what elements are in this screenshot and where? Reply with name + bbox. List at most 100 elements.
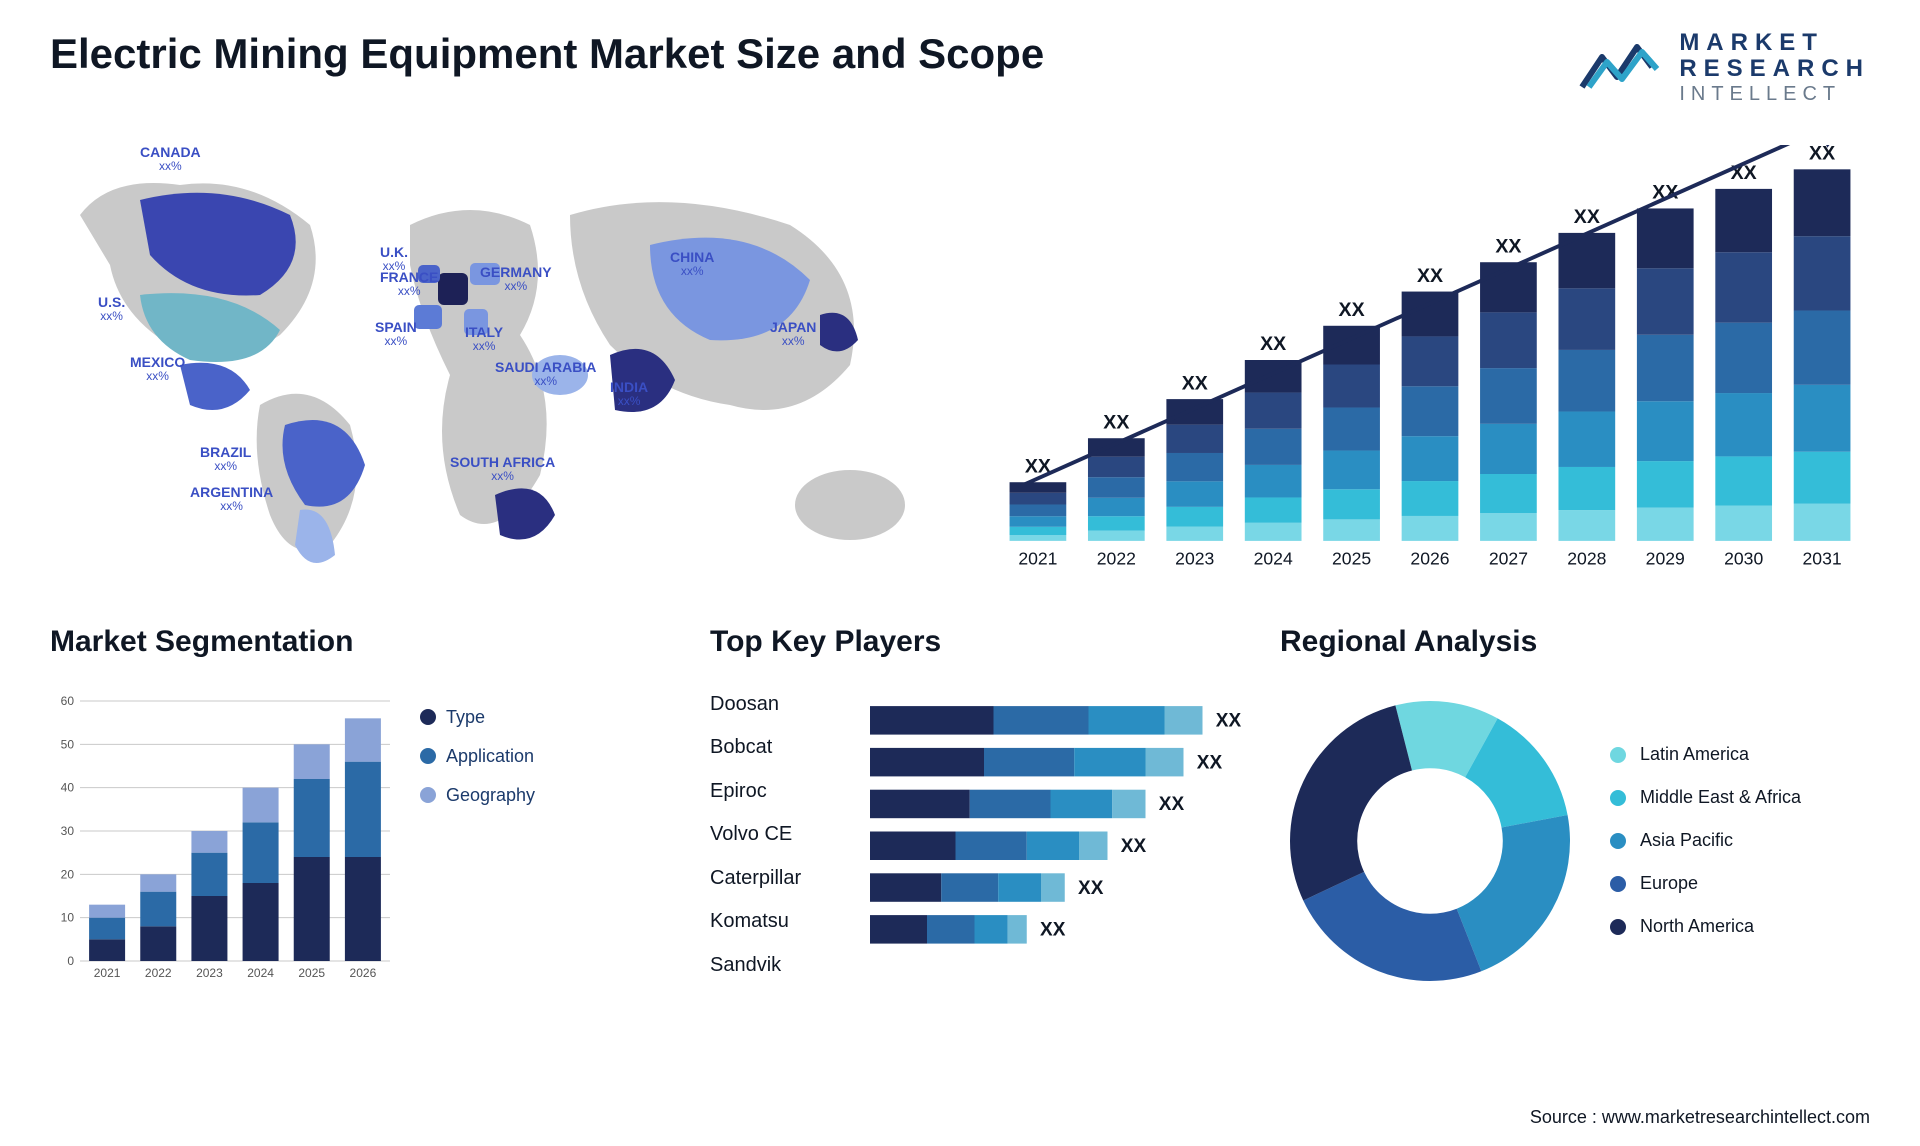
segmentation-title: Market Segmentation	[50, 625, 680, 659]
svg-text:2023: 2023	[196, 966, 223, 980]
map-label: SPAINxx%	[375, 320, 417, 349]
map-label: U.S.xx%	[98, 295, 125, 324]
map-label: GERMANYxx%	[480, 265, 552, 294]
svg-text:0: 0	[67, 954, 74, 968]
legend-label: Middle East & Africa	[1640, 787, 1801, 808]
svg-text:XX: XX	[1078, 878, 1104, 899]
map-label: JAPANxx%	[770, 320, 816, 349]
svg-text:2024: 2024	[1254, 548, 1293, 568]
regional-donut-svg	[1280, 691, 1580, 991]
legend-swatch	[1610, 747, 1626, 763]
bottom-row: Market Segmentation 0 10 20 30 40 50 60 2021 20…	[50, 625, 1870, 1005]
key-players-panel: Top Key Players Doosan Bobcat Epiroc Volvo …	[710, 625, 1250, 1005]
map-label: CANADAxx%	[140, 145, 201, 174]
svg-text:20: 20	[61, 867, 75, 881]
regional-title: Regional Analysis	[1280, 625, 1870, 659]
key-players-list: Doosan Bobcat Epiroc Volvo CE Caterpillar Kom…	[710, 677, 850, 1005]
player-name: Bobcat	[710, 736, 850, 759]
segmentation-legend-item: Application	[420, 746, 680, 767]
map-label: SOUTH AFRICAxx%	[450, 455, 555, 484]
map-label: CHINAxx%	[670, 250, 714, 279]
svg-text:XX: XX	[1417, 265, 1443, 287]
map-label: ARGENTINAxx%	[190, 485, 273, 514]
page-title: Electric Mining Equipment Market Size an…	[50, 30, 1044, 78]
player-name: Epiroc	[710, 780, 850, 803]
regional-legend-item: Asia Pacific	[1610, 830, 1870, 851]
player-name: Doosan	[710, 693, 850, 716]
svg-text:XX: XX	[1182, 372, 1208, 394]
svg-text:40: 40	[61, 780, 75, 794]
legend-swatch	[1610, 876, 1626, 892]
svg-text:2025: 2025	[1332, 548, 1371, 568]
svg-text:2029: 2029	[1646, 548, 1685, 568]
legend-label: Europe	[1640, 873, 1698, 894]
segmentation-legend-item: Geography	[420, 785, 680, 806]
header: Electric Mining Equipment Market Size an…	[50, 30, 1870, 105]
svg-text:2031: 2031	[1803, 548, 1842, 568]
legend-label: Application	[446, 746, 534, 767]
map-label: INDIAxx%	[610, 380, 648, 409]
svg-text:2027: 2027	[1489, 548, 1528, 568]
player-name: Volvo CE	[710, 823, 850, 846]
legend-label: North America	[1640, 916, 1754, 937]
regional-legend: Latin America Middle East & Africa Asia Pa…	[1610, 744, 1870, 937]
growth-chart-panel: XXXXXXXXXXXXXXXXXXXXXX 20212022202320242…	[990, 145, 1870, 575]
svg-text:2022: 2022	[145, 966, 172, 980]
svg-text:XX: XX	[1809, 145, 1835, 165]
legend-swatch	[1610, 919, 1626, 935]
player-name: Caterpillar	[710, 867, 850, 890]
logo-text: MARKET RESEARCH INTELLECT	[1679, 30, 1870, 105]
key-players-chart-svg: XX XX XX XX XX XX	[870, 677, 1250, 1005]
legend-swatch	[1610, 790, 1626, 806]
svg-text:2030: 2030	[1724, 548, 1763, 568]
brand-logo: MARKET RESEARCH INTELLECT	[1577, 30, 1870, 105]
svg-text:2023: 2023	[1175, 548, 1214, 568]
logo-mark-icon	[1577, 37, 1667, 97]
map-label: FRANCExx%	[380, 270, 438, 299]
regional-legend-item: Middle East & Africa	[1610, 787, 1870, 808]
legend-label: Latin America	[1640, 744, 1749, 765]
map-label: MEXICOxx%	[130, 355, 185, 384]
player-name: Sandvik	[710, 954, 850, 977]
svg-text:2026: 2026	[1410, 548, 1449, 568]
regional-legend-item: Latin America	[1610, 744, 1870, 765]
map-label: BRAZILxx%	[200, 445, 251, 474]
svg-text:XX: XX	[1103, 411, 1129, 433]
svg-text:2026: 2026	[350, 966, 377, 980]
legend-swatch	[1610, 833, 1626, 849]
svg-text:2022: 2022	[1097, 548, 1136, 568]
segmentation-panel: Market Segmentation 0 10 20 30 40 50 60 2021 20…	[50, 625, 680, 1005]
svg-text:XX: XX	[1197, 752, 1223, 773]
map-label: ITALYxx%	[465, 325, 503, 354]
regional-panel: Regional Analysis Latin America Middle Ea…	[1280, 625, 1870, 1005]
svg-text:10: 10	[61, 910, 75, 924]
legend-swatch	[420, 748, 436, 764]
key-players-title: Top Key Players	[710, 625, 1250, 659]
svg-text:XX: XX	[1159, 794, 1185, 815]
segmentation-legend-item: Type	[420, 707, 680, 728]
svg-text:50: 50	[61, 737, 75, 751]
svg-text:60: 60	[61, 694, 75, 708]
regional-legend-item: Europe	[1610, 873, 1870, 894]
svg-text:XX: XX	[1339, 299, 1365, 321]
growth-chart-svg: XXXXXXXXXXXXXXXXXXXXXX 20212022202320242…	[990, 145, 1870, 575]
player-name: Komatsu	[710, 910, 850, 933]
svg-text:XX: XX	[1216, 710, 1242, 731]
segmentation-chart-svg: 0 10 20 30 40 50 60 2021 2022 2023 2024 2025 2026	[50, 677, 400, 1005]
segmentation-legend: Type Application Geography	[420, 677, 680, 1005]
source-citation: Source : www.marketresearchintellect.com	[1530, 1107, 1870, 1128]
svg-text:2024: 2024	[247, 966, 274, 980]
svg-text:XX: XX	[1574, 206, 1600, 228]
svg-text:XX: XX	[1260, 333, 1286, 355]
svg-text:2021: 2021	[1018, 548, 1057, 568]
legend-swatch	[420, 709, 436, 725]
svg-text:30: 30	[61, 824, 75, 838]
svg-text:2021: 2021	[94, 966, 121, 980]
svg-text:XX: XX	[1040, 919, 1066, 940]
svg-text:2025: 2025	[298, 966, 325, 980]
svg-text:XX: XX	[1495, 235, 1521, 257]
world-map-panel: CANADAxx% U.S.xx% MEXICOxx% BRAZILxx% ARGENT…	[50, 145, 950, 575]
map-label: SAUDI ARABIAxx%	[495, 360, 596, 389]
svg-text:XX: XX	[1121, 836, 1147, 857]
svg-text:2028: 2028	[1567, 548, 1606, 568]
